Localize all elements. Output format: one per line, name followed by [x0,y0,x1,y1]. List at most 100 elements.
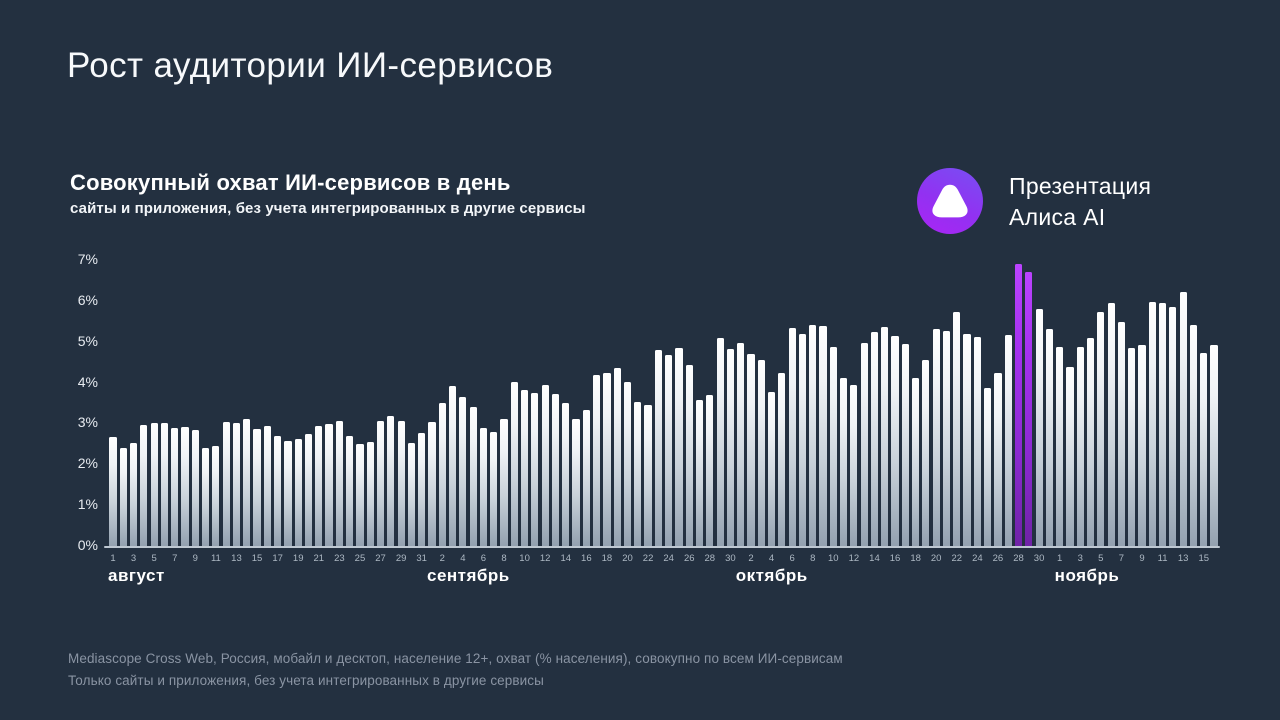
month-label: август [108,566,165,585]
bar [798,333,807,546]
bar [809,324,817,546]
bar [222,422,230,546]
bar [1045,328,1053,546]
bar [1056,347,1064,546]
bar [860,342,868,546]
bar [623,381,632,546]
y-axis-label: 7% [77,251,98,267]
bar [531,392,539,546]
bar [1086,338,1095,546]
bar [448,385,457,546]
x-tick-label: 28 [1013,553,1024,564]
x-tick-label: 2 [748,553,754,564]
bar [490,431,498,546]
bar [1169,306,1177,546]
bar [397,421,405,546]
bar [428,421,436,546]
chart-title: Совокупный охват ИИ-сервисов в день [70,170,511,195]
bar [541,385,549,546]
bar [1158,303,1167,546]
bar [922,360,930,546]
x-tick-label: 30 [725,553,736,564]
bar [1076,346,1084,546]
x-tick-label: 1 [110,553,116,564]
bar [346,436,354,546]
x-tick-label: 21 [313,553,325,564]
bar [243,419,251,546]
bar [572,418,580,546]
bar [1189,324,1198,546]
bar [191,429,199,546]
bar [160,423,169,546]
bar [695,400,704,546]
y-axis-label: 3% [77,414,98,431]
y-axis-label: 1% [77,496,98,513]
footnote-note: Только сайты и приложения, без учета инт… [68,673,544,688]
bar [387,416,395,546]
bar [1107,303,1115,546]
bar [521,389,529,546]
bar [469,407,477,546]
x-tick-label: 4 [768,553,775,564]
x-tick-label: 4 [460,553,466,564]
bar [202,447,210,546]
x-tick-label: 6 [480,553,487,564]
bar [1179,291,1187,546]
bar [150,422,158,546]
bar [767,391,776,546]
y-axis-label: 2% [77,455,98,472]
bar [171,428,179,546]
x-tick-label: 28 [704,553,716,564]
x-tick-label: 24 [663,553,674,564]
bar [593,375,601,546]
bar [119,447,127,546]
x-tick-label: 24 [972,553,983,564]
bar [263,425,271,546]
bar [603,373,611,546]
bar [881,326,889,546]
bar [942,331,951,546]
x-tick-label: 2 [439,553,445,564]
bar [438,403,446,546]
bar [500,418,508,546]
bar [376,420,385,546]
bar [654,349,662,546]
bar [634,401,642,546]
bar [232,422,241,546]
bar [253,429,261,546]
bar [870,331,879,546]
bar [912,378,920,546]
chart-subtitle: сайты и приложения, без учета интегриров… [70,200,586,217]
bar [479,428,488,546]
bar [829,346,837,546]
footnote-source: Mediascope Cross Web, Россия, мобайл и д… [68,651,843,666]
x-tick-label: 1 [1057,553,1063,564]
bar [984,388,992,546]
x-tick-label: 7 [172,553,178,564]
bar-highlighted [1014,264,1023,546]
x-tick-label: 16 [581,553,592,564]
y-axis-label: 4% [77,373,98,390]
x-tick-label: 9 [1139,553,1145,564]
bar [582,409,590,546]
bar [1148,301,1156,546]
bar [325,423,333,546]
bar [839,378,848,546]
bar [1097,311,1105,546]
x-tick-label: 22 [642,553,654,564]
bar [726,349,734,546]
bar [613,368,621,546]
bar [675,348,683,546]
bar [963,333,971,546]
bar [1210,344,1218,546]
x-tick-label: 3 [130,553,137,564]
y-axis-label: 5% [77,332,98,349]
bar [315,425,323,546]
month-label: ноябрь [1054,566,1120,585]
bar [1004,335,1012,546]
bar [510,381,518,546]
bar [778,373,786,546]
x-tick-label: 26 [683,553,695,564]
bar [551,394,560,546]
